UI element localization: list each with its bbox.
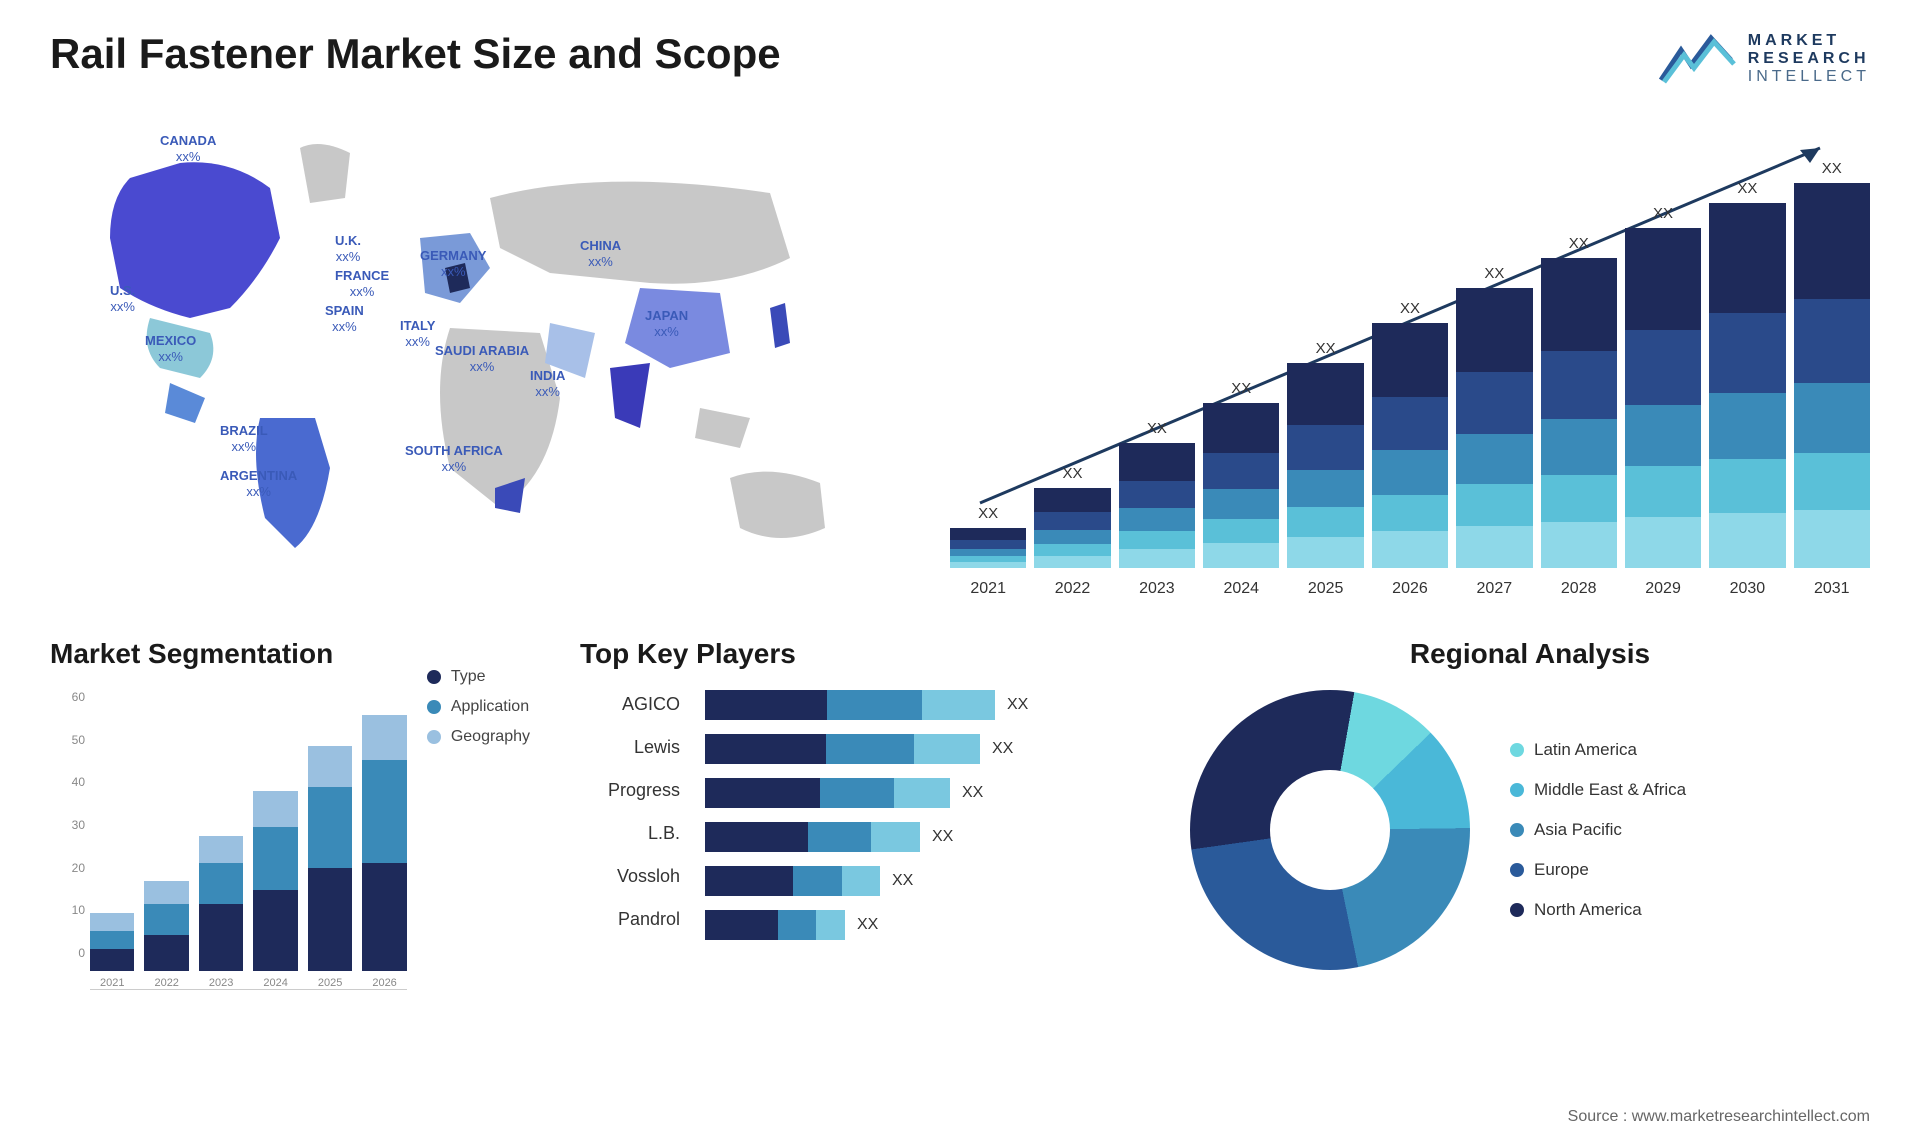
map-label-india: INDIAxx% — [530, 368, 565, 399]
regional-chart: Latin America Middle East & Africa Asia Pa… — [1190, 690, 1870, 970]
growth-bar-2023: XX — [1119, 420, 1195, 568]
regional-legend: Latin America Middle East & Africa Asia Pa… — [1510, 740, 1686, 920]
player-row-lewis: XX — [705, 734, 1140, 764]
map-label-italy: ITALYxx% — [400, 318, 435, 349]
growth-bar-2028: XX — [1541, 235, 1617, 568]
seg-bar-2024: 2024 — [253, 791, 297, 989]
player-row-agico: XX — [705, 690, 1140, 720]
map-label-japan: JAPANxx% — [645, 308, 688, 339]
map-label-germany: GERMANYxx% — [420, 248, 486, 279]
map-label-france: FRANCExx% — [335, 268, 389, 299]
seg-bar-2025: 2025 — [308, 746, 352, 989]
growth-bar-2022: XX — [1034, 465, 1110, 568]
growth-bar-2027: XX — [1456, 265, 1532, 568]
map-label-mexico: MEXICOxx% — [145, 333, 196, 364]
segmentation-legend: Type Application Geography — [427, 638, 530, 990]
growth-bar-chart: XXXXXXXXXXXXXXXXXXXXXX 20212022202320242… — [950, 108, 1870, 598]
seg-bar-2021: 2021 — [90, 913, 134, 990]
reg-legend-europe: Europe — [1510, 860, 1686, 880]
map-label-saudiarabia: SAUDI ARABIAxx% — [435, 343, 529, 374]
brand-logo: MARKET RESEARCH INTELLECT — [1656, 30, 1870, 88]
growth-bar-2024: XX — [1203, 380, 1279, 568]
map-label-us: U.S.xx% — [110, 283, 135, 314]
reg-legend-asia-pacific: Asia Pacific — [1510, 820, 1686, 840]
player-row-vossloh: XX — [705, 866, 1140, 896]
reg-legend-latin-america: Latin America — [1510, 740, 1686, 760]
segmentation-chart: 6050403020100 202120222023202420252026 — [50, 690, 407, 990]
map-label-southafrica: SOUTH AFRICAxx% — [405, 443, 503, 474]
donut-chart — [1190, 690, 1470, 970]
regional-title: Regional Analysis — [1190, 638, 1870, 670]
growth-bar-2029: XX — [1625, 205, 1701, 568]
source-attribution: Source : www.marketresearchintellect.com — [1568, 1108, 1870, 1126]
players-chart: AGICOLewisProgressL.B.VosslohPandrol XXX… — [580, 690, 1140, 940]
player-row-pandrol: XX — [705, 910, 1140, 940]
map-label-canada: CANADAxx% — [160, 133, 216, 164]
segmentation-title: Market Segmentation — [50, 638, 407, 670]
logo-icon — [1656, 30, 1736, 88]
map-label-brazil: BRAZILxx% — [220, 423, 268, 454]
players-title: Top Key Players — [580, 638, 1140, 670]
seg-bar-2022: 2022 — [144, 881, 188, 989]
reg-legend-north-america: North America — [1510, 900, 1686, 920]
seg-bar-2023: 2023 — [199, 836, 243, 989]
logo-line1: MARKET — [1748, 32, 1870, 50]
map-label-china: CHINAxx% — [580, 238, 621, 269]
seg-legend-type: Type — [427, 668, 530, 686]
seg-legend-geography: Geography — [427, 728, 530, 746]
map-label-uk: U.K.xx% — [335, 233, 361, 264]
player-row-progress: XX — [705, 778, 1140, 808]
map-label-spain: SPAINxx% — [325, 303, 364, 334]
logo-line3: INTELLECT — [1748, 68, 1870, 86]
growth-bar-2031: XX — [1794, 160, 1870, 568]
growth-bar-2026: XX — [1372, 300, 1448, 568]
reg-legend-middle-east---africa: Middle East & Africa — [1510, 780, 1686, 800]
seg-bar-2026: 2026 — [362, 715, 406, 990]
world-map: CANADAxx% U.S.xx% MEXICOxx% BRAZILxx% ARGENT… — [50, 108, 920, 598]
growth-bar-2021: XX — [950, 505, 1026, 568]
page-title: Rail Fastener Market Size and Scope — [50, 30, 781, 78]
growth-bar-2030: XX — [1709, 180, 1785, 568]
map-label-argentina: ARGENTINAxx% — [220, 468, 297, 499]
logo-line2: RESEARCH — [1748, 50, 1870, 68]
seg-legend-application: Application — [427, 698, 530, 716]
growth-bar-2025: XX — [1287, 340, 1363, 568]
player-row-lb: XX — [705, 822, 1140, 852]
